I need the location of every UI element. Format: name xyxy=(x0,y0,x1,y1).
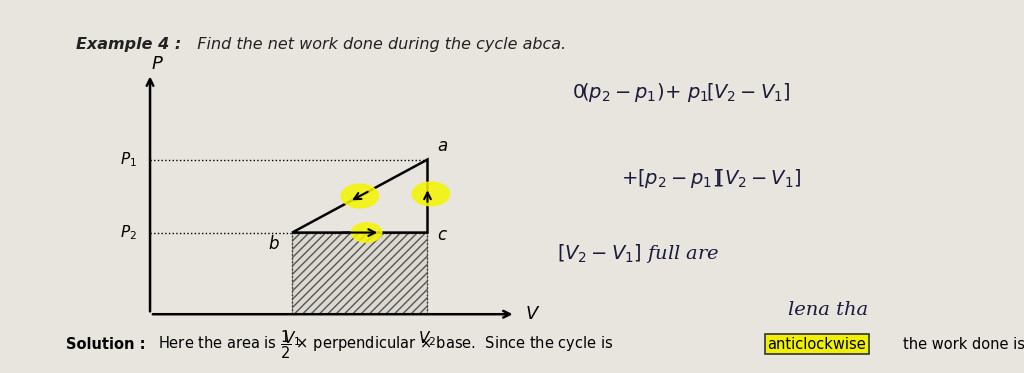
Circle shape xyxy=(413,182,450,206)
Text: $V_2$: $V_2$ xyxy=(419,329,436,348)
Text: Solution :: Solution : xyxy=(66,337,145,352)
Polygon shape xyxy=(292,233,427,314)
Text: $\left[V_2 - V_1\right]$ full are: $\left[V_2 - V_1\right]$ full are xyxy=(557,242,720,265)
Text: lena tha: lena tha xyxy=(788,301,868,319)
Text: c: c xyxy=(437,226,446,244)
Circle shape xyxy=(341,184,379,208)
Text: P: P xyxy=(152,55,162,73)
Text: $0\!\left(p_2 - p_1\right)\!+\, p_1\!\left[V_2 - V_1\right]$: $0\!\left(p_2 - p_1\right)\!+\, p_1\!\le… xyxy=(571,81,791,104)
Text: Example 4 :: Example 4 : xyxy=(76,37,181,52)
Text: the work done is: the work done is xyxy=(903,337,1024,352)
Text: $V_1$: $V_1$ xyxy=(283,329,301,348)
Text: Find the net work done during the cycle abca.: Find the net work done during the cycle … xyxy=(187,37,566,52)
Text: $+\left[p_2 - p_1\right]\!\left[V_2 - V_1\right]$: $+\left[p_2 - p_1\right]\!\left[V_2 - V_… xyxy=(621,167,801,190)
Text: b: b xyxy=(268,235,279,253)
Text: Here the area is $\dfrac{1}{2}$ $\times$ perpendicular $\times$ base.  Since the: Here the area is $\dfrac{1}{2}$ $\times$… xyxy=(158,328,613,361)
Text: $P_2$: $P_2$ xyxy=(120,223,136,242)
Text: V: V xyxy=(525,305,538,323)
Circle shape xyxy=(351,223,382,242)
Text: a: a xyxy=(437,137,447,155)
Text: anticlockwise: anticlockwise xyxy=(768,337,866,352)
Text: $P_1$: $P_1$ xyxy=(120,150,136,169)
